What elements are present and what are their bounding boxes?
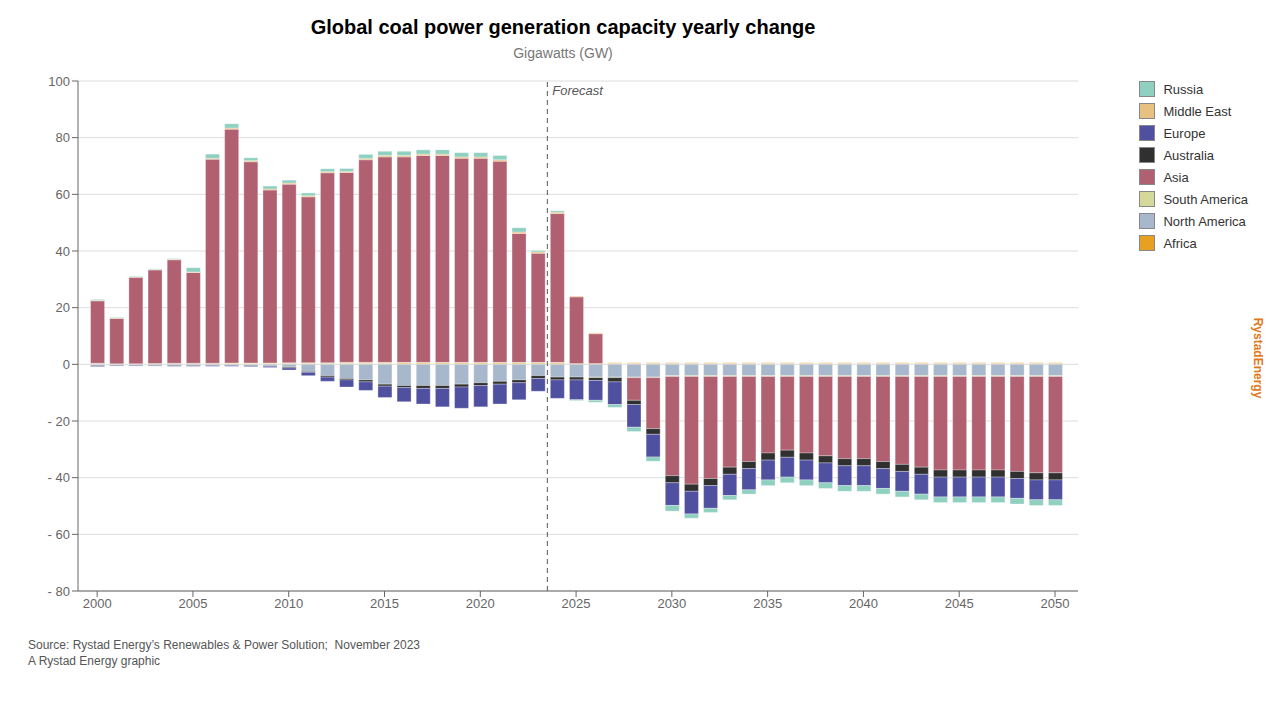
html-text:Europe: Europe <box>1163 125 1206 141</box>
svg-text:2010: 2010 <box>274 596 303 611</box>
html-text:Middle East: Middle East <box>1163 103 1232 119</box>
html-text:Global coal power generation c: Global coal power generation capacity ye… <box>310 16 816 38</box>
svg-text:2040: 2040 <box>849 596 878 611</box>
svg-text:2025: 2025 <box>562 596 591 611</box>
svg-text:Forecast: Forecast <box>552 83 604 98</box>
html-text:A Rystad Energy graphic: A Rystad Energy graphic <box>28 654 161 668</box>
svg-text:2035: 2035 <box>753 596 782 611</box>
svg-text:- 60: - 60 <box>48 527 70 542</box>
svg-text:0: 0 <box>63 357 70 372</box>
svg-text:- 20: - 20 <box>48 414 70 429</box>
html-text:Asia: Asia <box>1163 169 1189 185</box>
svg-text:20: 20 <box>56 300 70 315</box>
svg-text:80: 80 <box>56 130 70 145</box>
svg-text:2000: 2000 <box>83 596 112 611</box>
html-text:Russia: Russia <box>1163 81 1204 97</box>
svg-text:40: 40 <box>56 244 70 259</box>
html-text:North America: North America <box>1163 213 1246 229</box>
svg-text:2045: 2045 <box>945 596 974 611</box>
svg-text:100: 100 <box>48 74 70 89</box>
svg-text:2020: 2020 <box>466 596 495 611</box>
svg-text:2050: 2050 <box>1041 596 1070 611</box>
html-text:Australia: Australia <box>1163 147 1214 163</box>
svg-text:2015: 2015 <box>370 596 399 611</box>
html-text:RystadEnergy: RystadEnergy <box>1251 317 1265 399</box>
svg-text:- 80: - 80 <box>48 584 70 599</box>
html-text:South America: South America <box>1163 191 1248 207</box>
svg-text:- 40: - 40 <box>48 470 70 485</box>
html-text:Source: Rystad Energy’s Renewa: Source: Rystad Energy’s Renewables & Pow… <box>28 638 420 652</box>
html-text:Gigawatts (GW): Gigawatts (GW) <box>513 45 613 61</box>
svg-text:2030: 2030 <box>657 596 686 611</box>
svg-text:2005: 2005 <box>178 596 207 611</box>
svg-text:60: 60 <box>56 187 70 202</box>
html-text:Africa: Africa <box>1163 235 1197 251</box>
